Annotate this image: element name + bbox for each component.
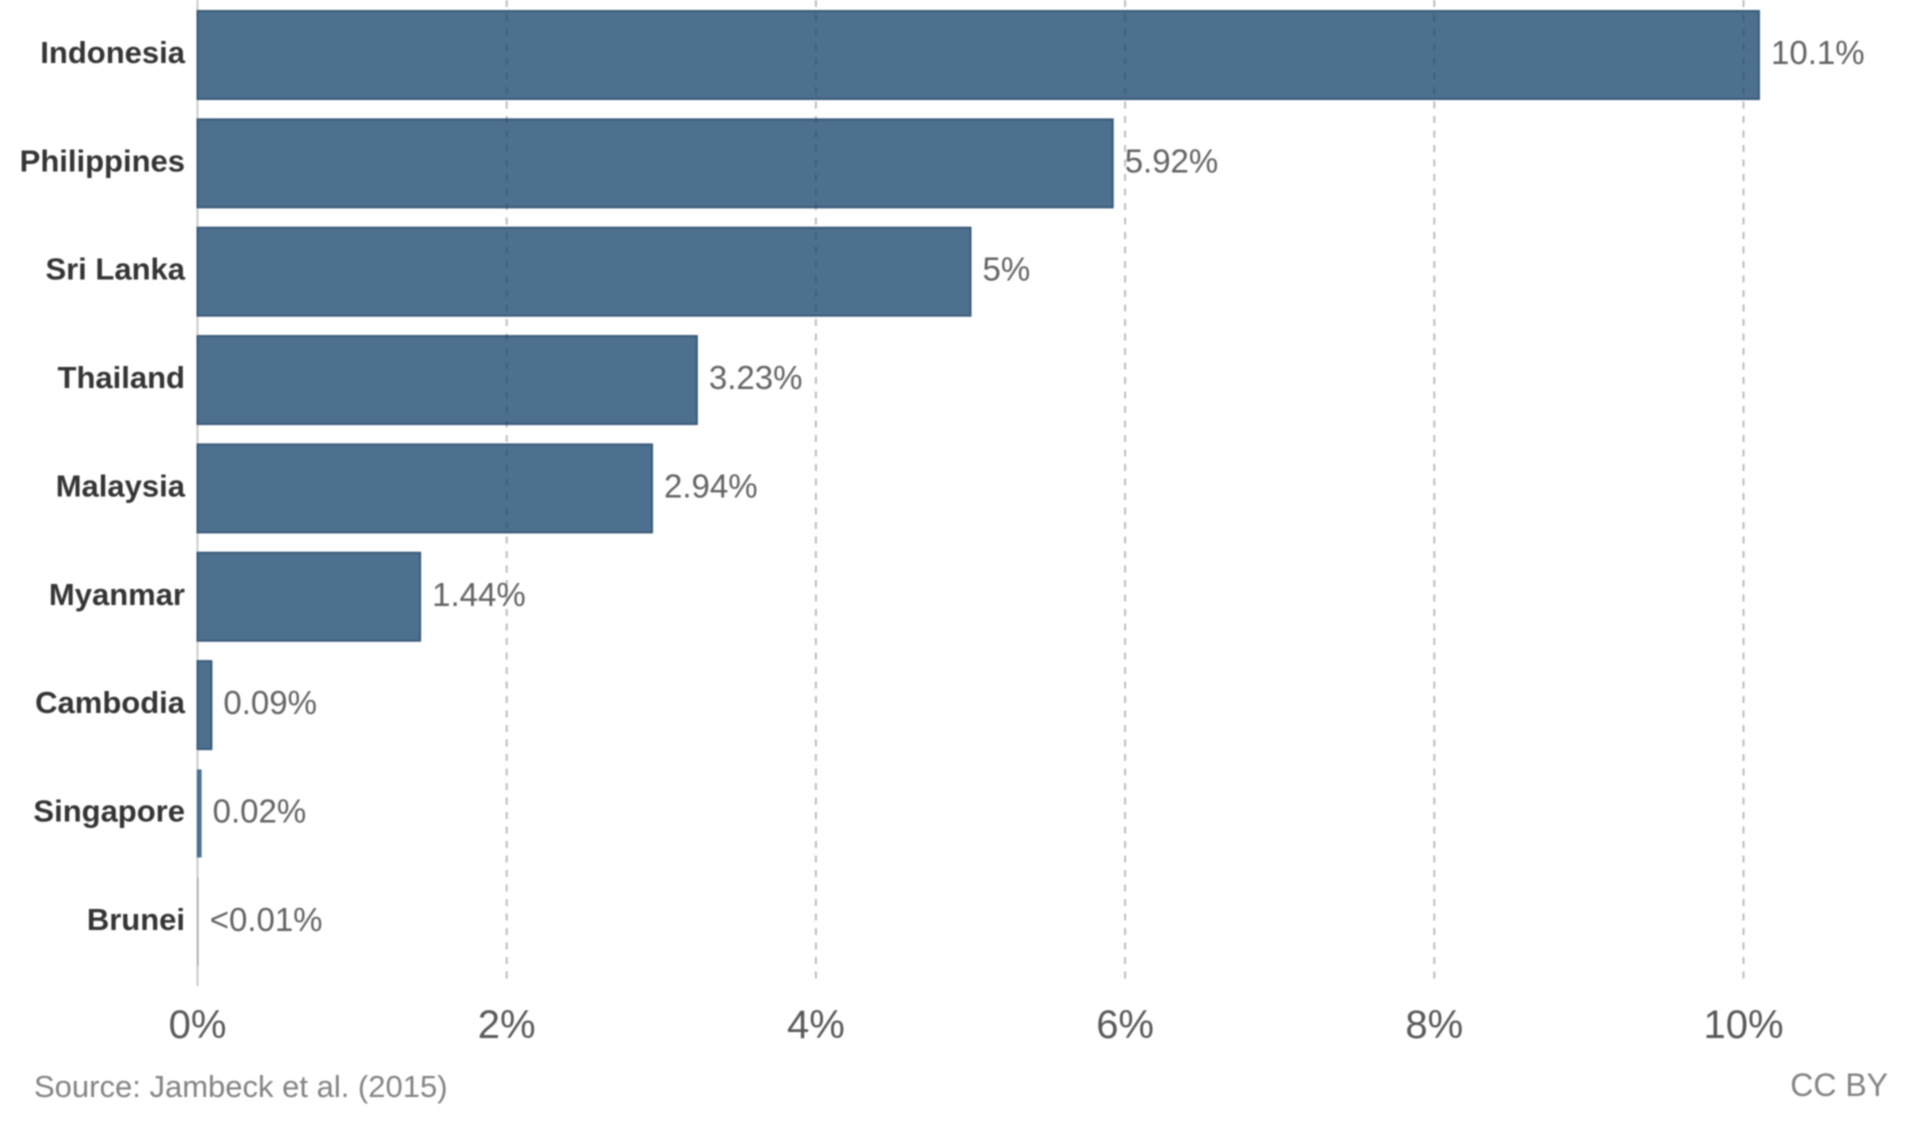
svg-text:Myanmar: Myanmar — [49, 577, 185, 612]
svg-text:8%: 8% — [1405, 1003, 1463, 1047]
svg-text:Singapore: Singapore — [33, 793, 185, 828]
svg-text:6%: 6% — [1096, 1003, 1154, 1047]
svg-text:3.23%: 3.23% — [709, 359, 803, 396]
svg-text:Philippines: Philippines — [20, 143, 185, 178]
svg-text:Thailand: Thailand — [58, 360, 185, 395]
svg-text:Source: Jambeck et al. (2015): Source: Jambeck et al. (2015) — [34, 1069, 448, 1104]
svg-text:Sri Lanka: Sri Lanka — [45, 252, 185, 287]
svg-text:0%: 0% — [169, 1003, 227, 1047]
svg-text:10.1%: 10.1% — [1771, 34, 1865, 71]
svg-text:Brunei: Brunei — [87, 902, 185, 937]
svg-text:4%: 4% — [787, 1003, 845, 1047]
svg-text:0.09%: 0.09% — [223, 684, 317, 721]
svg-text:2%: 2% — [478, 1003, 536, 1047]
svg-text:<0.01%: <0.01% — [210, 901, 323, 938]
svg-text:Indonesia: Indonesia — [40, 35, 185, 70]
svg-text:CC BY: CC BY — [1790, 1067, 1888, 1103]
svg-text:5.92%: 5.92% — [1125, 142, 1219, 179]
svg-text:0.02%: 0.02% — [213, 792, 307, 829]
svg-text:Malaysia: Malaysia — [56, 468, 186, 503]
svg-text:Cambodia: Cambodia — [35, 685, 186, 720]
svg-text:10%: 10% — [1703, 1003, 1783, 1047]
svg-text:2.94%: 2.94% — [664, 467, 758, 504]
svg-text:1.44%: 1.44% — [432, 576, 526, 613]
svg-text:5%: 5% — [983, 251, 1031, 288]
